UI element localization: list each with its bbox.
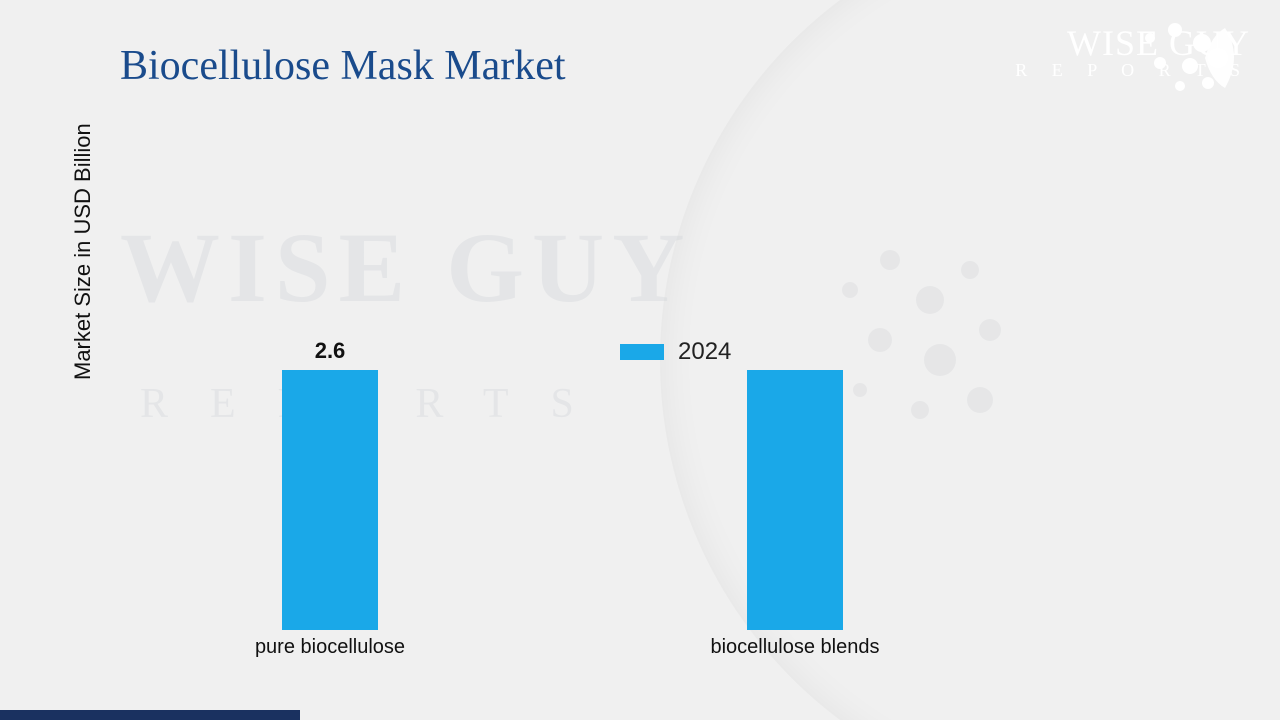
bar-1 — [747, 370, 843, 630]
bar-0 — [282, 370, 378, 630]
brand-line2: R E P O R T S — [1015, 60, 1250, 81]
brand-line1: WISE GUY — [1015, 22, 1250, 64]
bar-value-0: 2.6 — [315, 338, 346, 364]
bottom-accent-bar — [0, 710, 300, 720]
category-label-1: biocellulose blends — [705, 636, 885, 659]
plot-area: 2.6pure biocellulosebiocellulose blends — [150, 370, 930, 630]
brand-logo: WISE GUY R E P O R T S — [1015, 22, 1250, 81]
legend-label: 2024 — [678, 338, 731, 366]
chart-title: Biocellulose Mask Market — [120, 42, 566, 90]
watermark-line1: WISE GUY — [120, 210, 692, 325]
legend-swatch — [620, 344, 664, 360]
chart-stage: WISE GUY REPORTS WISE GUY R E P O R T S … — [0, 0, 1280, 720]
legend: 2024 — [620, 338, 731, 366]
category-label-0: pure biocellulose — [240, 636, 420, 659]
y-axis-label: Market Size in USD Billion — [70, 123, 96, 380]
